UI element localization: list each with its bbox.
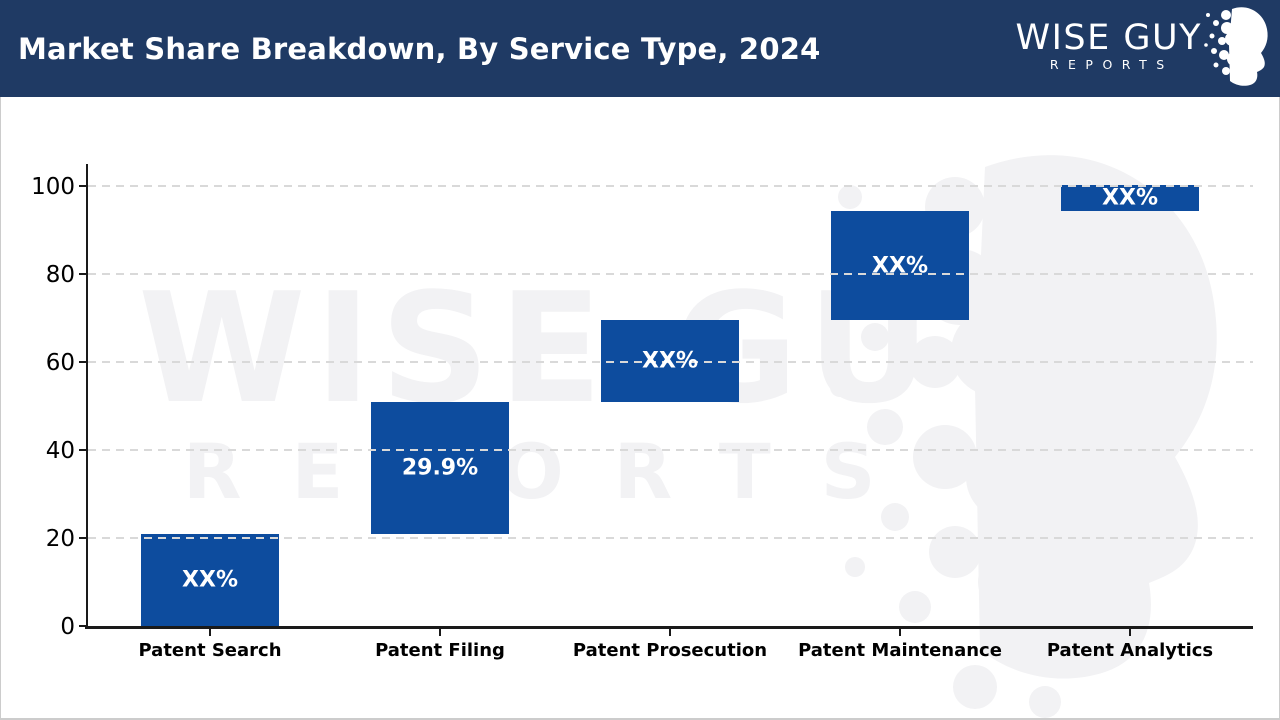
- y-axis-line: [86, 164, 88, 628]
- y-tick-60: [79, 361, 86, 363]
- bar-value-label: XX%: [182, 567, 238, 593]
- y-tick-label-40: 40: [45, 438, 75, 464]
- bar-patent-filing: [371, 402, 509, 534]
- y-tick-100: [79, 185, 86, 187]
- gridline-y20: [88, 537, 1253, 539]
- bar-patent-analytics: [1061, 185, 1199, 212]
- watermark-head-icon: [830, 155, 1217, 718]
- x-category-label: Patent Maintenance: [798, 640, 1002, 661]
- y-tick-20: [79, 537, 86, 539]
- logo-wordmark: WISE GUY REPORTS: [1015, 20, 1202, 72]
- bar-value-label: XX%: [872, 253, 928, 279]
- y-tick-label-60: 60: [45, 350, 75, 376]
- y-tick-label-80: 80: [45, 262, 75, 288]
- bar-patent-maintenance: [831, 211, 969, 321]
- header-bar: Market Share Breakdown, By Service Type,…: [0, 0, 1280, 97]
- brand-logo: WISE GUY REPORTS: [1010, 0, 1270, 97]
- y-tick-80: [79, 273, 86, 275]
- plot-area: WISE GUY REPORTS XX% 29.9% XX% XX% XX% 0 20 40 6…: [0, 97, 1280, 720]
- y-tick-40: [79, 449, 86, 451]
- x-category-label: Patent Analytics: [1046, 640, 1214, 661]
- x-tick-4: [899, 628, 901, 636]
- page-title: Market Share Breakdown, By Service Type,…: [18, 31, 821, 66]
- y-tick-label-0: 0: [60, 614, 75, 640]
- gridline-y80: [88, 273, 1253, 275]
- logo-head-icon: [1204, 7, 1268, 86]
- x-tick-5: [1129, 628, 1131, 636]
- watermark-text-line2: REPORTS: [183, 427, 926, 516]
- y-tick-0: [79, 625, 86, 627]
- bar-value-label: 29.9%: [401, 455, 479, 481]
- x-category-label: Patent Filing: [375, 640, 505, 661]
- x-tick-2: [439, 628, 441, 636]
- gridline-y100: [88, 185, 1253, 187]
- image-border-bottom: [0, 718, 1280, 720]
- x-category-label: Patent Search: [138, 640, 282, 661]
- x-axis-line: [85, 626, 1253, 629]
- bar-value-label: XX%: [642, 348, 698, 374]
- logo-wordmark-line2: REPORTS: [1049, 57, 1174, 72]
- gridline-y60: [88, 361, 1253, 363]
- gridline-y40: [88, 449, 1253, 451]
- bar-patent-search: [141, 533, 279, 626]
- y-tick-label-20: 20: [45, 526, 75, 552]
- x-tick-3: [669, 628, 671, 636]
- x-tick-1: [209, 628, 211, 636]
- x-category-label: Patent Prosecution: [572, 640, 768, 661]
- y-tick-label-100: 100: [31, 174, 75, 200]
- bar-value-label: XX%: [1102, 185, 1158, 211]
- logo-wordmark-line1: WISE GUY: [1015, 18, 1202, 58]
- image-border-left: [0, 97, 1, 720]
